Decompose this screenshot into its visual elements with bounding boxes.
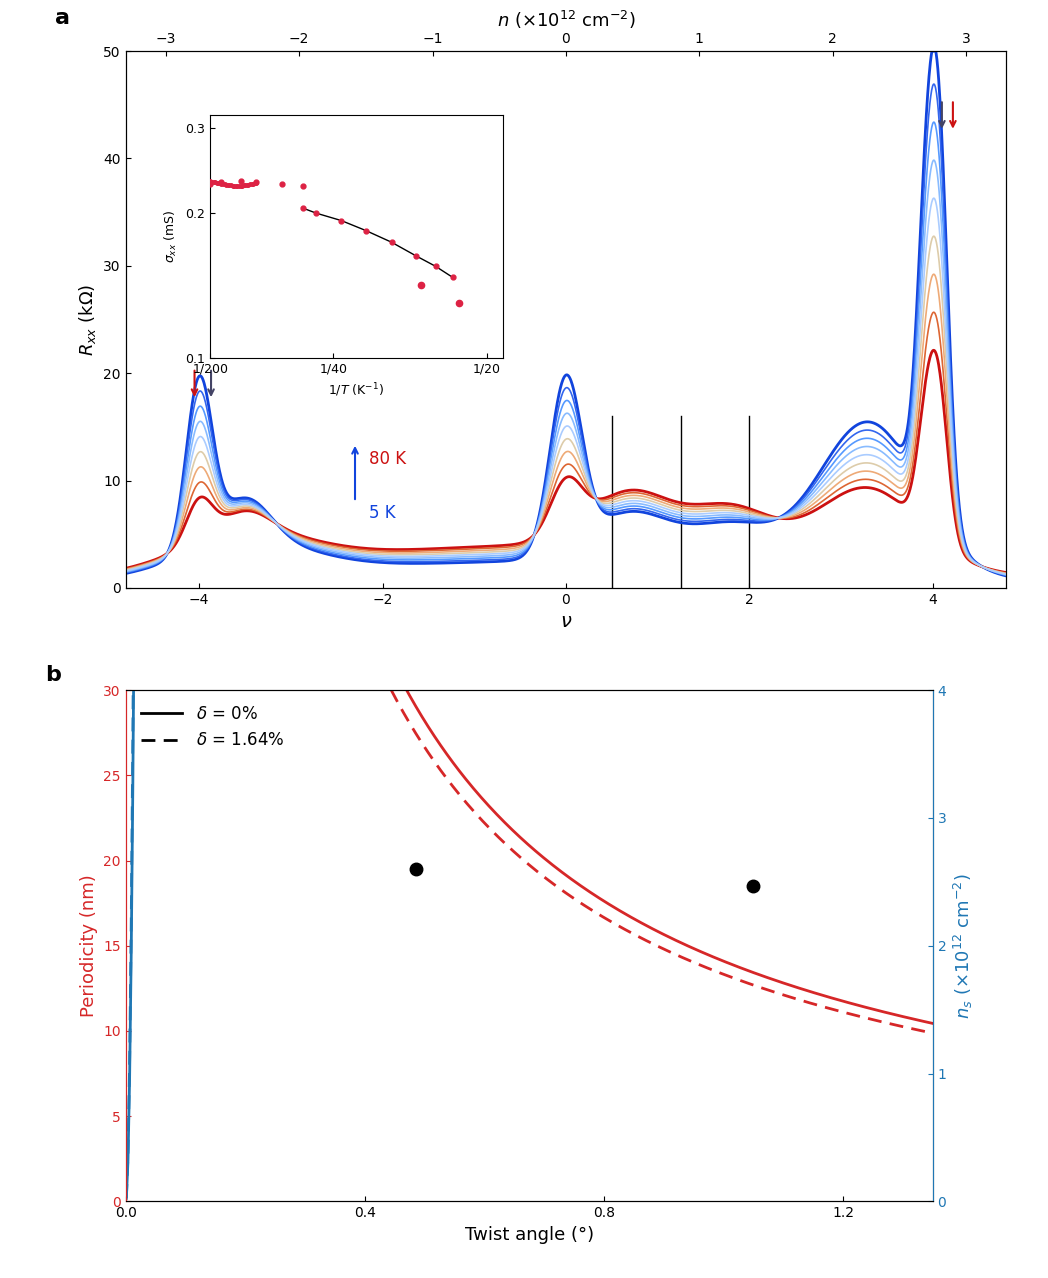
Y-axis label: $\sigma_{xx}$ (mS): $\sigma_{xx}$ (mS) — [163, 210, 179, 263]
$\delta$ = 0% — [926, 1016, 939, 1031]
$\delta$ = 1.64% — [786, 990, 799, 1006]
Text: a: a — [56, 8, 70, 28]
$\delta$ = 1.64% — [908, 1021, 920, 1036]
$\delta$ = 0% — [523, 838, 536, 854]
Line: $\delta$ = 1.64%: $\delta$ = 1.64% — [156, 0, 933, 1033]
Text: 80 K: 80 K — [369, 450, 406, 469]
Text: b: b — [45, 665, 61, 685]
X-axis label: $n$ ($\times$10$^{12}$ cm$^{-2}$): $n$ ($\times$10$^{12}$ cm$^{-2}$) — [497, 9, 635, 31]
$\delta$ = 0% — [908, 1011, 920, 1026]
Line: $\delta$ = 0%: $\delta$ = 0% — [156, 0, 933, 1024]
$\delta$ = 0% — [519, 833, 531, 849]
$\delta$ = 0% — [612, 902, 625, 918]
$\delta$ = 1.64% — [519, 854, 531, 869]
Y-axis label: $n_s$ ($\times$10$^{12}$ cm$^{-2}$): $n_s$ ($\times$10$^{12}$ cm$^{-2}$) — [952, 873, 975, 1019]
Y-axis label: $R_{xx}$ (k$\Omega$): $R_{xx}$ (k$\Omega$) — [77, 284, 97, 355]
X-axis label: 1/$T$ (K$^{-1}$): 1/$T$ (K$^{-1}$) — [328, 381, 385, 399]
$\delta$ = 1.64% — [523, 858, 536, 873]
$\delta$ = 1.64% — [612, 918, 625, 933]
$\delta$ = 0% — [786, 979, 799, 994]
$\delta$ = 1.64% — [926, 1025, 939, 1040]
Y-axis label: Periodicity (nm): Periodicity (nm) — [80, 874, 97, 1017]
Text: 5 K: 5 K — [369, 504, 395, 523]
$\delta$ = 1.64% — [570, 892, 583, 907]
X-axis label: $\nu$: $\nu$ — [560, 612, 572, 631]
Legend: $\delta$ = 0%, $\delta$ = 1.64%: $\delta$ = 0%, $\delta$ = 1.64% — [134, 699, 291, 757]
$\delta$ = 0% — [570, 875, 583, 891]
X-axis label: Twist angle (°): Twist angle (°) — [464, 1226, 594, 1243]
